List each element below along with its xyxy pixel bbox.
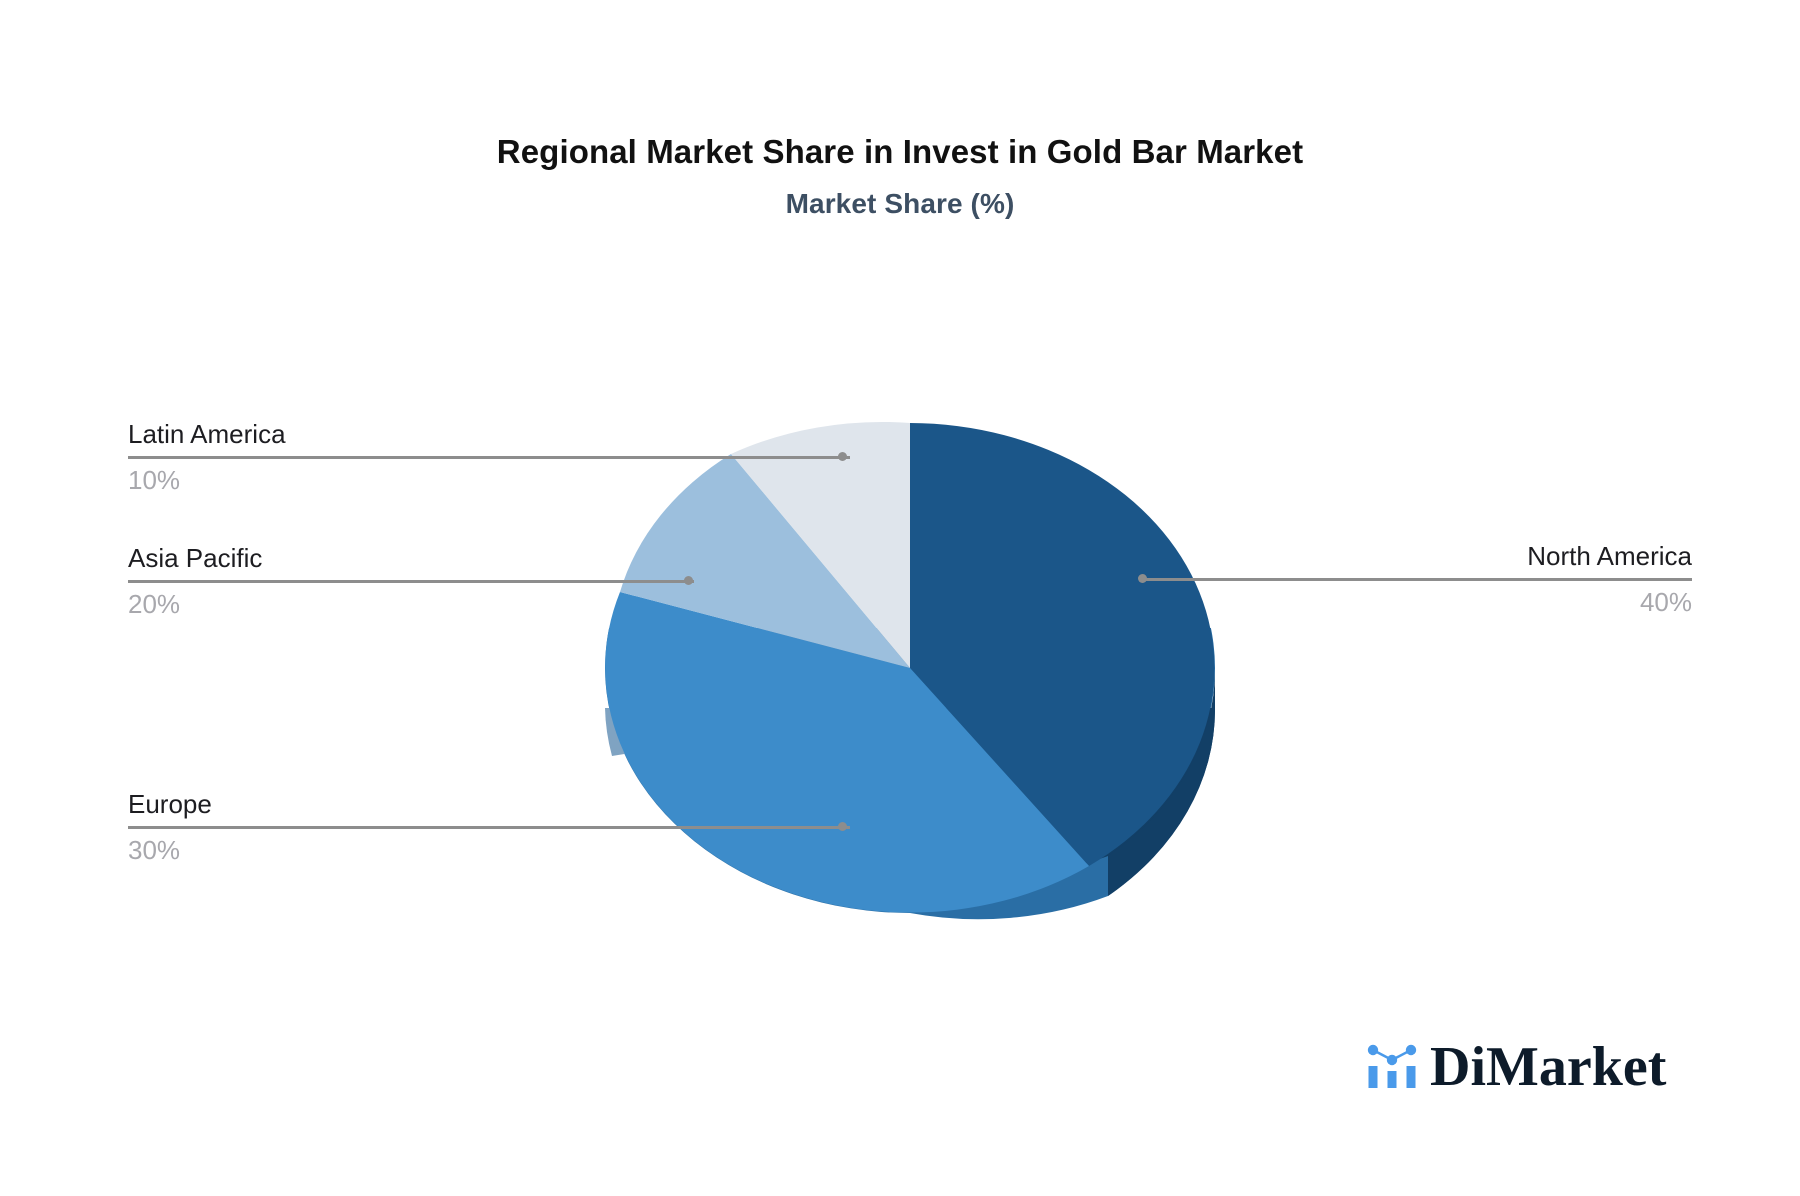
chart-title: Regional Market Share in Invest in Gold … xyxy=(496,133,1304,170)
callout-label-asia-pacific: Asia Pacific xyxy=(128,543,263,573)
callout-value-europe: 30% xyxy=(128,835,181,865)
callout-latin-america: Latin America 10% xyxy=(128,418,558,496)
bar-chart-trend-icon xyxy=(1367,1044,1417,1088)
callout-label-north-america: North America xyxy=(1527,541,1692,571)
callout-rule-north-america xyxy=(1262,578,1692,581)
pie-slice-latin-america[interactable] xyxy=(731,421,910,668)
leader-dot-asia-pacific xyxy=(684,576,693,585)
callout-rule-europe xyxy=(128,826,558,829)
callout-asia-pacific: Asia Pacific 20% xyxy=(128,542,558,620)
chart-subtitle: Market Share (%) xyxy=(785,188,1015,219)
pie-side-north-america xyxy=(1108,668,1216,896)
brand-logo: DiMarket xyxy=(1364,1038,1666,1096)
leader-dot-north-america xyxy=(1138,574,1147,583)
callout-rule-latin-america xyxy=(128,456,558,459)
callout-label-europe: Europe xyxy=(128,789,212,819)
brand-name: DiMarket xyxy=(1430,1036,1667,1098)
callout-value-latin-america: 10% xyxy=(128,465,181,495)
pie-slice-europe[interactable] xyxy=(605,592,1089,913)
callout-value-north-america: 40% xyxy=(1639,587,1692,617)
pie-chart xyxy=(560,350,1270,980)
pie-chart-svg xyxy=(605,421,1216,920)
leader-dot-europe xyxy=(838,822,847,831)
callout-europe: Europe 30% xyxy=(128,788,558,866)
pie-slice-north-america[interactable] xyxy=(910,423,1215,866)
callout-label-latin-america: Latin America xyxy=(128,419,286,449)
callout-value-asia-pacific: 20% xyxy=(128,589,181,619)
callout-rule-asia-pacific xyxy=(128,580,558,583)
pie-slice-asia-pacific[interactable] xyxy=(620,454,910,668)
callout-north-america: North America 40% xyxy=(1262,540,1692,618)
leader-dot-latin-america xyxy=(838,452,847,461)
